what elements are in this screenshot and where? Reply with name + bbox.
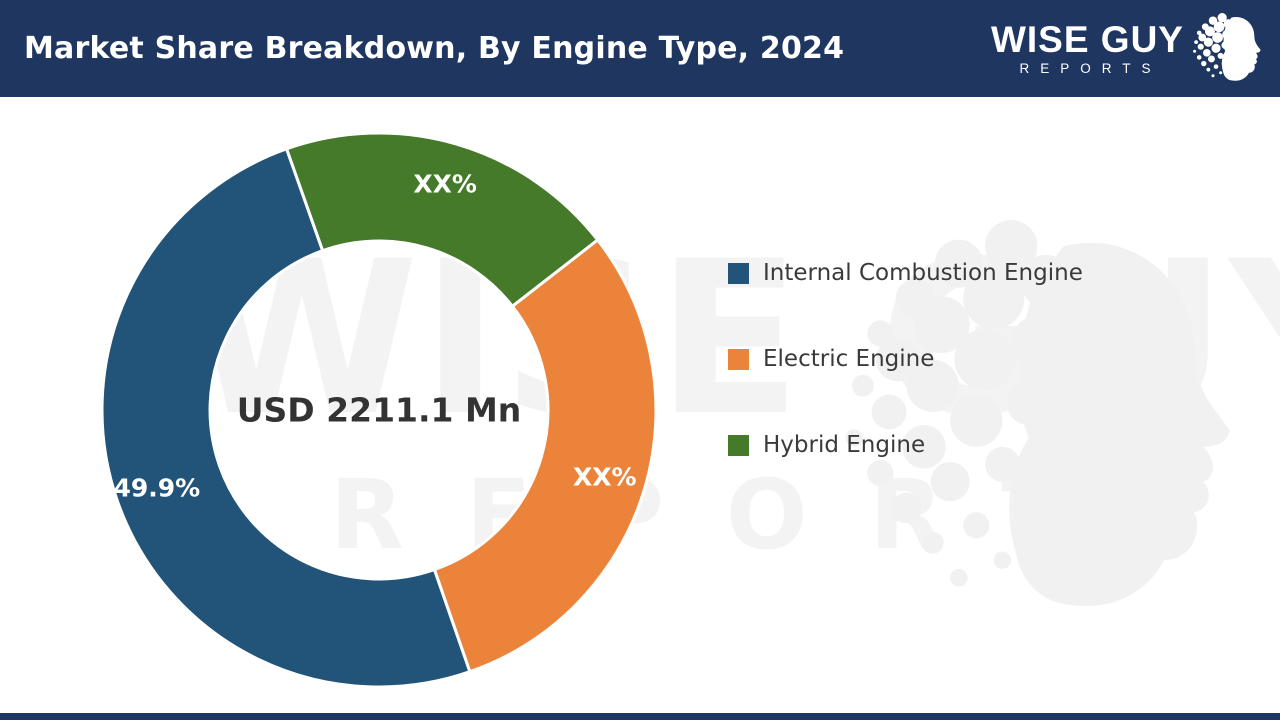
header-bar: Market Share Breakdown, By Engine Type, … bbox=[0, 0, 1280, 97]
donut-slice-hybrid-engine bbox=[285, 131, 600, 308]
legend: Internal Combustion Engine Electric Engin… bbox=[728, 260, 1083, 458]
logo-face-icon bbox=[1193, 12, 1261, 81]
legend-swatch bbox=[728, 348, 749, 370]
logo-name: WISE GUY bbox=[990, 18, 1184, 60]
legend-item-electric-engine: Electric Engine bbox=[728, 346, 1083, 372]
donut-slice-internal-combustion-engine bbox=[100, 147, 472, 689]
legend-label: Electric Engine bbox=[763, 346, 935, 372]
donut-center-value: USD 2211.1 Mn bbox=[236, 390, 522, 430]
logo-text: WISE GUY REPORTS bbox=[990, 18, 1184, 77]
legend-label: Internal Combustion Engine bbox=[763, 260, 1083, 286]
legend-swatch bbox=[728, 434, 749, 456]
legend-swatch bbox=[728, 262, 749, 284]
slice-label: 49.9% bbox=[113, 473, 200, 502]
chart-title: Market Share Breakdown, By Engine Type, … bbox=[24, 31, 845, 66]
logo-subtitle: REPORTS bbox=[1019, 61, 1162, 77]
legend-item-internal-combustion-engine: Internal Combustion Engine bbox=[728, 260, 1083, 286]
legend-label: Hybrid Engine bbox=[763, 432, 926, 458]
donut-chart: XX% XX% 49.9% bbox=[100, 131, 658, 689]
footer-bar bbox=[0, 713, 1280, 720]
legend-item-hybrid-engine: Hybrid Engine bbox=[728, 432, 1083, 458]
wise-guy-logo: WISE GUY REPORTS bbox=[991, 8, 1262, 90]
slice-label: XX% bbox=[413, 170, 477, 199]
donut-slice-electric-engine bbox=[432, 238, 658, 674]
chart-area: WISE GUY REPORTS XX% XX% 49.9% USD 2211.1 … bbox=[0, 97, 1280, 713]
slice-label: XX% bbox=[573, 462, 637, 491]
